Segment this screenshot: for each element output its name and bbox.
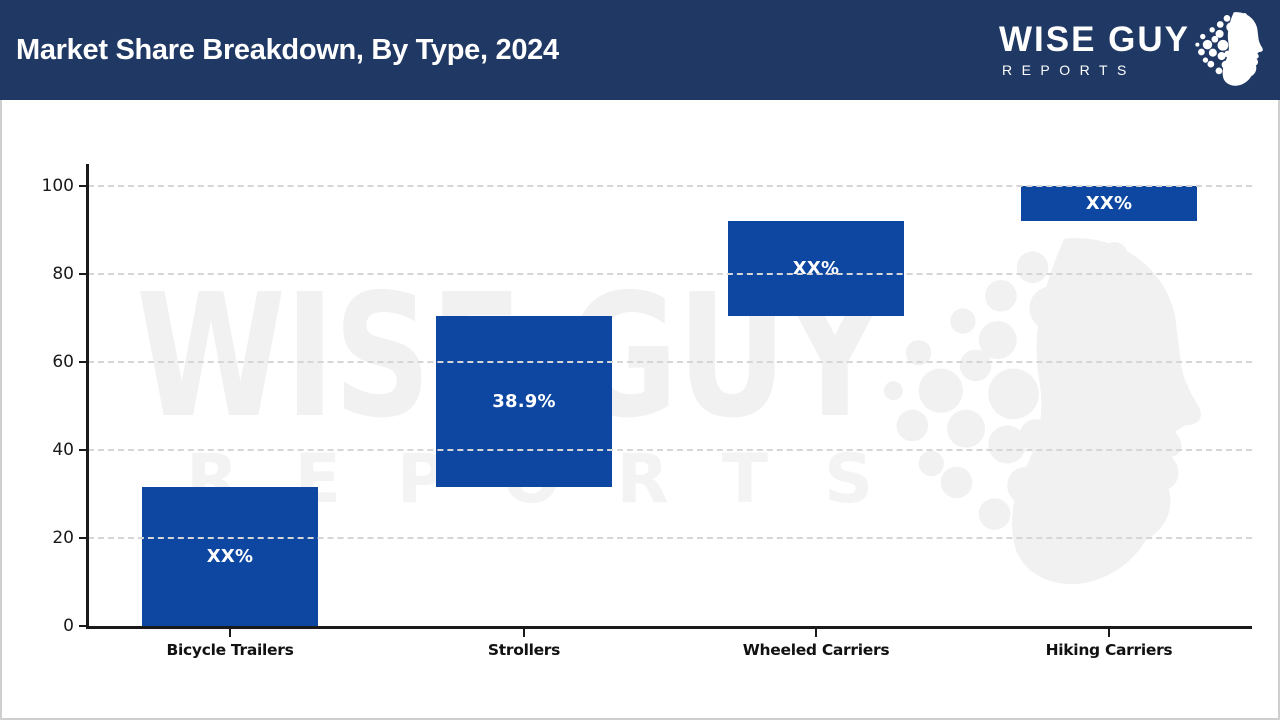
watermark-head-icon	[883, 238, 1201, 585]
x-tick-2	[523, 629, 525, 637]
wise-guy-logo: WISE GUY REPORTS	[999, 8, 1266, 92]
gridline-60	[88, 361, 1252, 363]
y-tick-label-100: 100	[41, 176, 74, 196]
chart-title: Market Share Breakdown, By Type, 2024	[16, 34, 559, 66]
y-tick-80	[79, 273, 87, 275]
bar-wheeled-carriers: XX%	[728, 221, 904, 317]
y-tick-label-20: 20	[52, 528, 74, 548]
y-tick-100	[79, 185, 87, 187]
y-tick-60	[79, 361, 87, 363]
y-tick-label-80: 80	[52, 264, 74, 284]
logo-text: WISE GUY REPORTS	[999, 22, 1190, 78]
x-label-hiking-carriers: Hiking Carriers	[1045, 641, 1173, 659]
x-label-strollers: Strollers	[487, 641, 561, 659]
y-tick-label-0: 0	[63, 616, 74, 636]
y-tick-40	[79, 449, 87, 451]
bar-bicycle-trailers: XX%	[142, 487, 318, 626]
y-tick-label-60: 60	[52, 352, 74, 372]
logo-subtext: REPORTS	[1001, 62, 1136, 78]
logo-head-icon	[1195, 12, 1263, 86]
x-tick-4	[1108, 629, 1110, 637]
y-axis-line	[86, 164, 89, 628]
bar-value-label: XX%	[1085, 193, 1133, 215]
header-band: Market Share Breakdown, By Type, 2024 WI…	[0, 0, 1280, 100]
y-tick-20	[79, 537, 87, 539]
x-tick-1	[229, 629, 231, 637]
bar-strollers: 38.9%	[436, 316, 612, 488]
bar-value-label: XX%	[792, 258, 840, 280]
x-label-bicycle-trailers: Bicycle Trailers	[166, 641, 294, 659]
gridline-100	[88, 185, 1252, 187]
bar-value-label: 38.9%	[492, 391, 556, 413]
y-tick-0	[79, 625, 87, 627]
x-tick-3	[815, 629, 817, 637]
x-axis-line	[86, 626, 1252, 629]
y-tick-label-40: 40	[52, 440, 74, 460]
gridline-80	[88, 273, 1252, 275]
x-label-wheeled-carriers: Wheeled Carriers	[742, 641, 890, 659]
logo-wordmark: WISE GUY	[998, 20, 1190, 59]
gridline-20	[88, 537, 1252, 539]
gridline-40	[88, 449, 1252, 451]
bar-value-label: XX%	[206, 546, 254, 568]
bar-hiking-carriers: XX%	[1021, 186, 1197, 222]
